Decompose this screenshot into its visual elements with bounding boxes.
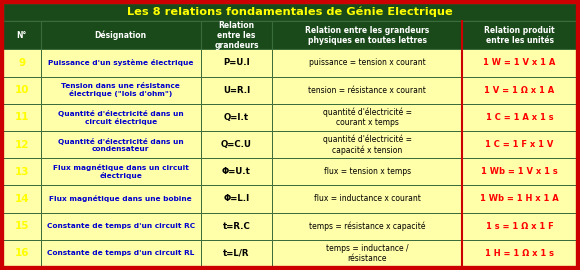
Bar xyxy=(3,158,41,185)
Bar xyxy=(272,158,462,185)
Bar xyxy=(462,104,577,131)
Text: Quantité d'électricité dans un
circuit électrique: Quantité d'électricité dans un circuit é… xyxy=(58,110,184,125)
Bar xyxy=(272,240,462,267)
Bar xyxy=(462,185,577,212)
Text: 16: 16 xyxy=(14,248,29,258)
Text: 1 W = 1 V x 1 A: 1 W = 1 V x 1 A xyxy=(483,58,556,68)
Bar xyxy=(201,21,272,49)
Text: 13: 13 xyxy=(14,167,29,177)
Bar xyxy=(41,212,201,240)
Bar xyxy=(201,185,272,212)
Text: Flux magnétique dans un circuit
électrique: Flux magnétique dans un circuit électriq… xyxy=(53,164,188,179)
Bar xyxy=(462,49,577,77)
Text: t=R.C: t=R.C xyxy=(223,222,251,231)
Text: Désignation: Désignation xyxy=(95,31,147,40)
Text: temps = résistance x capacité: temps = résistance x capacité xyxy=(309,221,426,231)
Text: puissance = tension x courant: puissance = tension x courant xyxy=(309,58,426,68)
Bar xyxy=(462,77,577,104)
Bar xyxy=(201,158,272,185)
Bar xyxy=(3,104,41,131)
Text: t=L/R: t=L/R xyxy=(223,249,250,258)
Bar xyxy=(41,49,201,77)
Bar xyxy=(272,212,462,240)
Bar xyxy=(462,131,577,158)
Text: 1 H = 1 Ω x 1 s: 1 H = 1 Ω x 1 s xyxy=(485,249,554,258)
Bar xyxy=(272,49,462,77)
Text: Constante de temps d'un circuit RC: Constante de temps d'un circuit RC xyxy=(47,223,195,229)
Bar xyxy=(3,131,41,158)
Text: N°: N° xyxy=(17,31,27,40)
Bar xyxy=(201,77,272,104)
Text: 1 C = 1 F x 1 V: 1 C = 1 F x 1 V xyxy=(485,140,554,149)
Text: flux = tension x temps: flux = tension x temps xyxy=(324,167,411,176)
Text: 15: 15 xyxy=(14,221,29,231)
Text: 14: 14 xyxy=(14,194,29,204)
Text: 1 s = 1 Ω x 1 F: 1 s = 1 Ω x 1 F xyxy=(485,222,553,231)
Text: Φ=U.t: Φ=U.t xyxy=(222,167,251,176)
Bar xyxy=(462,212,577,240)
Text: 1 Wb = 1 H x 1 A: 1 Wb = 1 H x 1 A xyxy=(480,194,559,204)
Bar xyxy=(272,185,462,212)
Bar xyxy=(272,21,462,49)
Bar xyxy=(3,77,41,104)
Text: Q=C.U: Q=C.U xyxy=(221,140,252,149)
Bar xyxy=(272,77,462,104)
Text: 1 C = 1 A x 1 s: 1 C = 1 A x 1 s xyxy=(486,113,553,122)
Bar xyxy=(3,212,41,240)
Bar xyxy=(3,3,577,21)
Bar xyxy=(201,131,272,158)
Text: 1 Wb = 1 V x 1 s: 1 Wb = 1 V x 1 s xyxy=(481,167,558,176)
Bar xyxy=(272,104,462,131)
Bar xyxy=(41,104,201,131)
Bar xyxy=(41,240,201,267)
Text: flux = inductance x courant: flux = inductance x courant xyxy=(314,194,420,204)
Bar xyxy=(462,21,577,49)
Bar xyxy=(41,77,201,104)
Bar xyxy=(41,21,201,49)
Text: 1 V = 1 Ω x 1 A: 1 V = 1 Ω x 1 A xyxy=(484,86,554,95)
Text: Tension dans une résistance
électrique ("lois d'ohm"): Tension dans une résistance électrique (… xyxy=(61,83,180,97)
Text: Relation entre les grandeurs
physiques en toutes lettres: Relation entre les grandeurs physiques e… xyxy=(305,26,429,45)
Text: P=U.I: P=U.I xyxy=(223,58,250,68)
Text: Relation produit
entre les unités: Relation produit entre les unités xyxy=(484,26,555,45)
Bar xyxy=(3,49,41,77)
Text: quantité d'électricité =
capacité x tension: quantité d'électricité = capacité x tens… xyxy=(322,134,412,155)
Text: temps = inductance /
résistance: temps = inductance / résistance xyxy=(326,244,408,263)
Bar xyxy=(41,131,201,158)
Bar xyxy=(41,185,201,212)
Bar xyxy=(201,212,272,240)
Bar xyxy=(462,158,577,185)
Text: Puissance d'un système électrique: Puissance d'un système électrique xyxy=(48,59,194,66)
Text: Relation
entre les
grandeurs: Relation entre les grandeurs xyxy=(214,21,259,50)
Text: Les 8 relations fondamentales de Génie Electrique: Les 8 relations fondamentales de Génie E… xyxy=(127,7,453,17)
Text: quantité d'électricité =
courant x temps: quantité d'électricité = courant x temps xyxy=(322,107,412,127)
Bar xyxy=(201,49,272,77)
Bar xyxy=(3,240,41,267)
Text: Φ=L.I: Φ=L.I xyxy=(223,194,249,204)
Text: tension = résistance x courant: tension = résistance x courant xyxy=(308,86,426,95)
Bar xyxy=(462,240,577,267)
Bar xyxy=(201,240,272,267)
Bar xyxy=(272,131,462,158)
Text: 11: 11 xyxy=(14,112,29,122)
Text: Q=I.t: Q=I.t xyxy=(224,113,249,122)
Text: 10: 10 xyxy=(14,85,29,95)
Bar xyxy=(201,104,272,131)
Text: 12: 12 xyxy=(14,140,29,150)
Text: 9: 9 xyxy=(18,58,26,68)
Text: Constante de temps d'un circuit RL: Constante de temps d'un circuit RL xyxy=(47,250,194,256)
Text: Flux magnétique dans une bobine: Flux magnétique dans une bobine xyxy=(49,195,192,202)
Text: Quantité d'électricité dans un
condensateur: Quantité d'électricité dans un condensat… xyxy=(58,138,184,151)
Bar xyxy=(3,21,41,49)
Bar xyxy=(41,158,201,185)
Text: U=R.I: U=R.I xyxy=(223,86,250,95)
Bar xyxy=(3,185,41,212)
